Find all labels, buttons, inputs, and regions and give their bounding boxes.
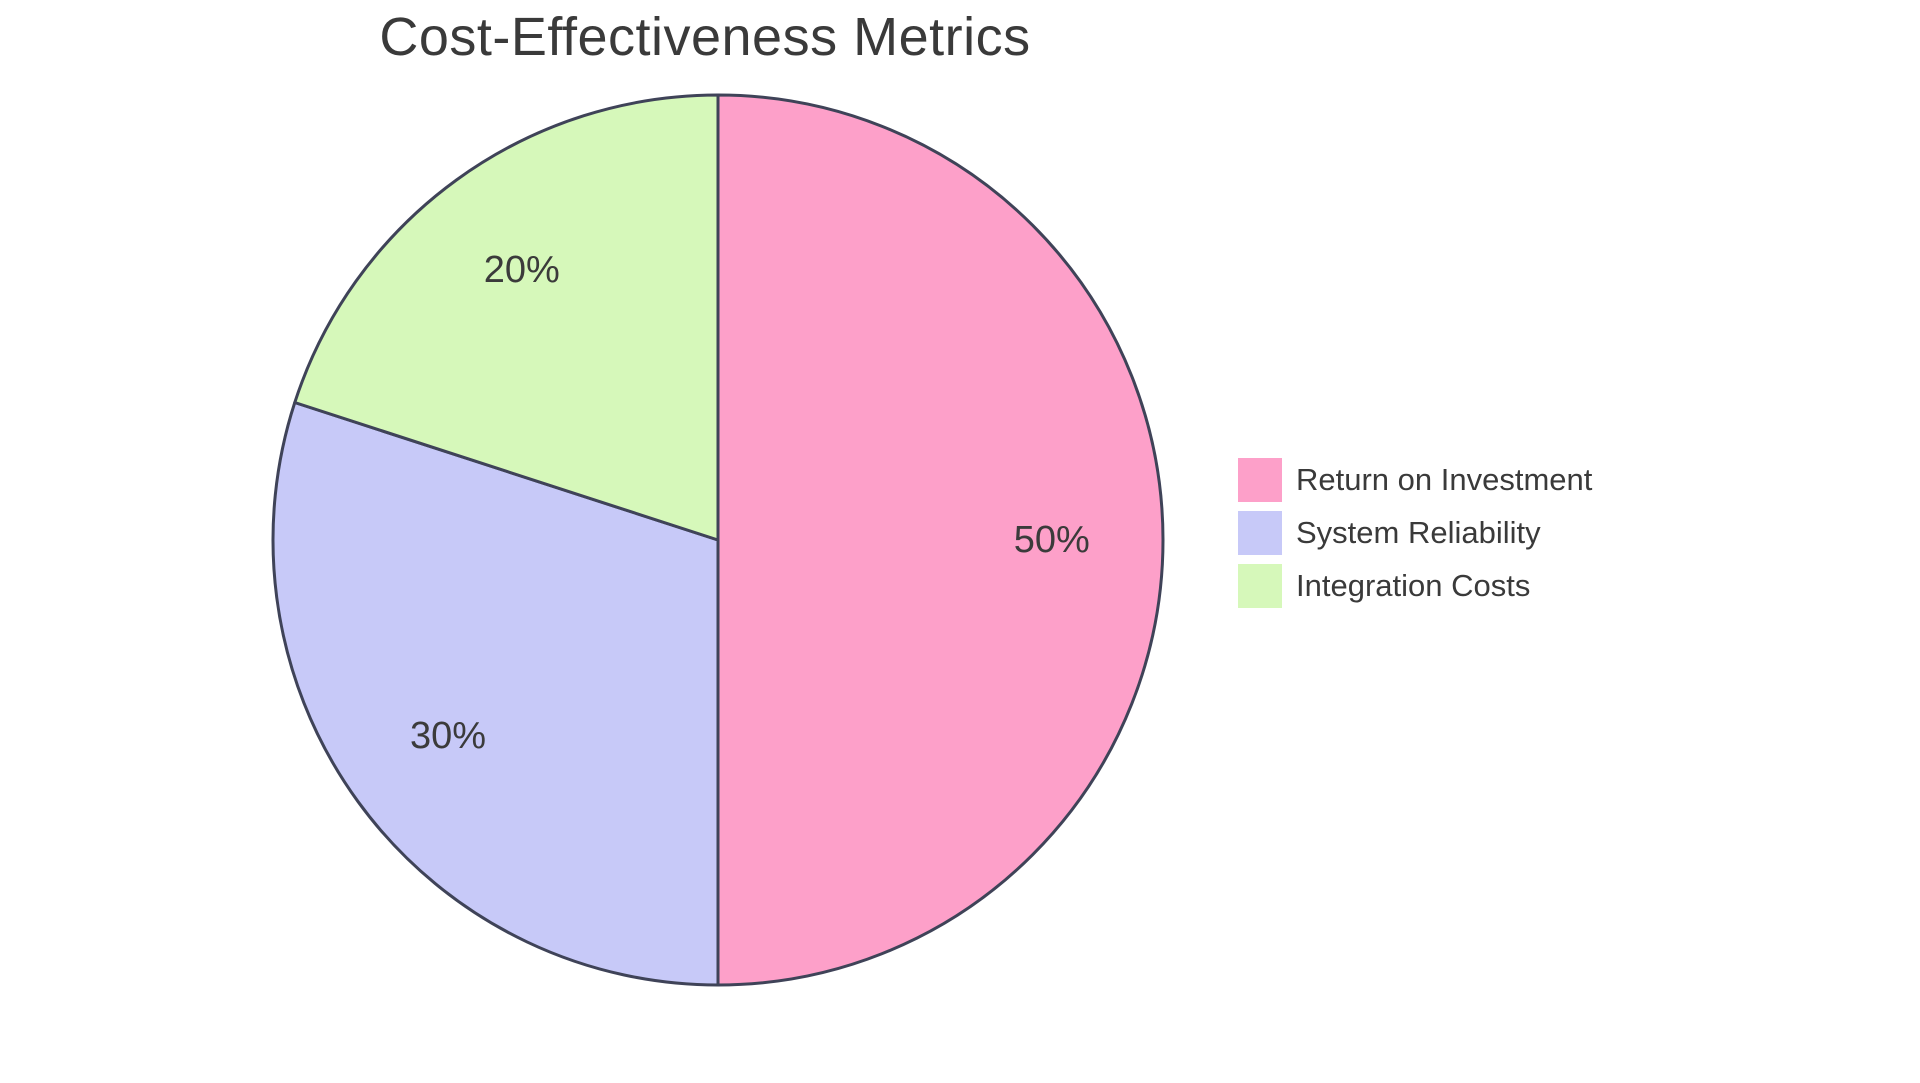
chart-title: Cost-Effectiveness Metrics [379,7,1031,67]
legend-item: Integration Costs [1238,564,1592,608]
legend-item: Return on Investment [1238,458,1592,502]
legend-swatch [1238,458,1282,502]
legend-label: System Reliability [1296,515,1541,550]
legend-item: System Reliability [1238,511,1592,555]
slice-value-label: 30% [410,715,486,757]
legend-swatch [1238,511,1282,555]
legend: Return on Investment System Reliability … [1238,458,1592,608]
pie-slice-1 [271,400,720,987]
legend-swatch [1238,564,1282,608]
slice-value-label: 50% [1014,519,1090,561]
slice-value-label: 20% [484,249,560,291]
legend-label: Integration Costs [1296,568,1531,603]
pie-slice-0 [716,93,1165,987]
legend-label: Return on Investment [1296,462,1593,497]
pie-slice-2 [293,93,720,542]
